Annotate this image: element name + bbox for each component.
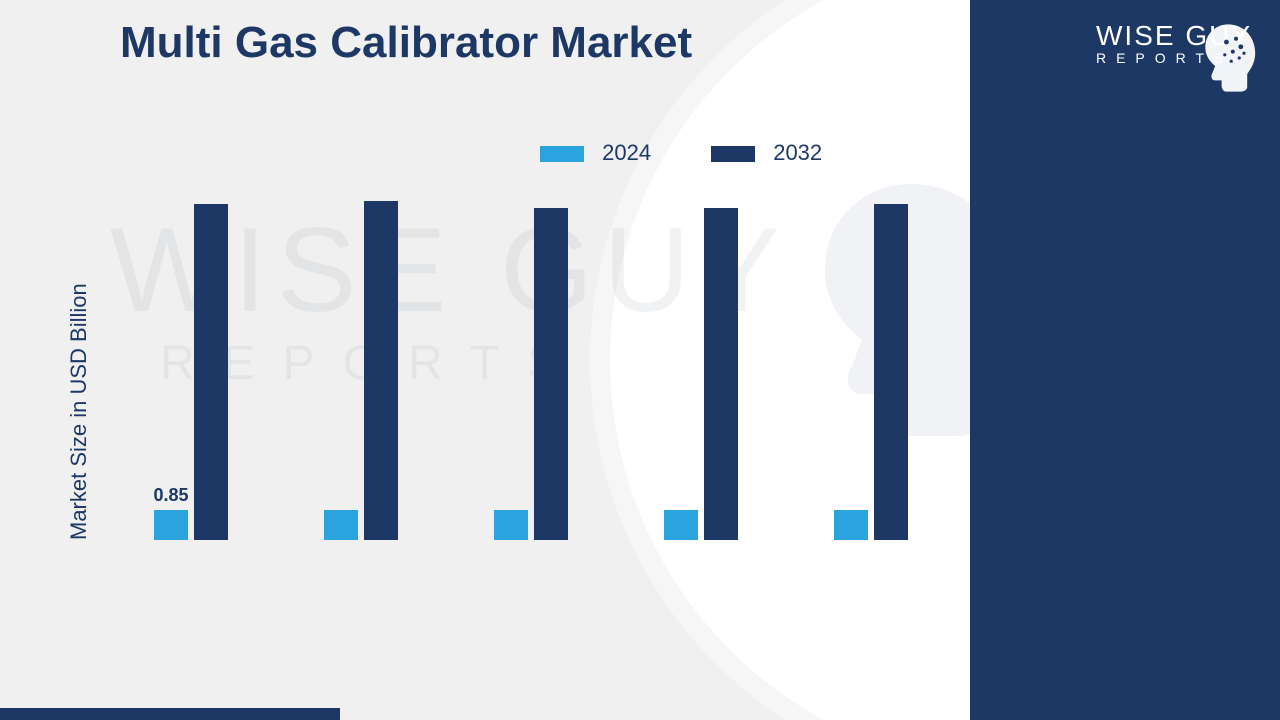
bar-2024 bbox=[494, 510, 528, 540]
bar-2032 bbox=[364, 201, 398, 541]
head-icon bbox=[1188, 18, 1268, 98]
y-axis-label: Market Size in USD Billion bbox=[66, 283, 92, 540]
legend: 2024 2032 bbox=[540, 140, 822, 166]
bar-value-label: 0.85 bbox=[140, 485, 202, 506]
bottom-accent-bar bbox=[0, 708, 340, 720]
legend-item-2024: 2024 bbox=[540, 140, 651, 166]
legend-swatch-2032 bbox=[711, 146, 755, 162]
bar-2024 bbox=[154, 510, 188, 540]
bar-2024 bbox=[664, 510, 698, 540]
chart-stage: Multi Gas Calibrator Market WISE GUY REP… bbox=[0, 0, 1280, 720]
legend-label-2024: 2024 bbox=[602, 140, 651, 165]
chart-title: Multi Gas Calibrator Market bbox=[120, 18, 692, 68]
bar-2032 bbox=[534, 208, 568, 541]
bar-2024 bbox=[324, 510, 358, 540]
bar-2024 bbox=[834, 510, 868, 540]
plot-area: 0.85EUROPEASIAPACIFICNORTHAMERICASOUTHAM… bbox=[130, 190, 970, 540]
legend-swatch-2024 bbox=[540, 146, 584, 162]
legend-label-2032: 2032 bbox=[773, 140, 822, 165]
bar-2032 bbox=[704, 208, 738, 541]
legend-item-2032: 2032 bbox=[711, 140, 822, 166]
bar-2032 bbox=[874, 204, 908, 540]
